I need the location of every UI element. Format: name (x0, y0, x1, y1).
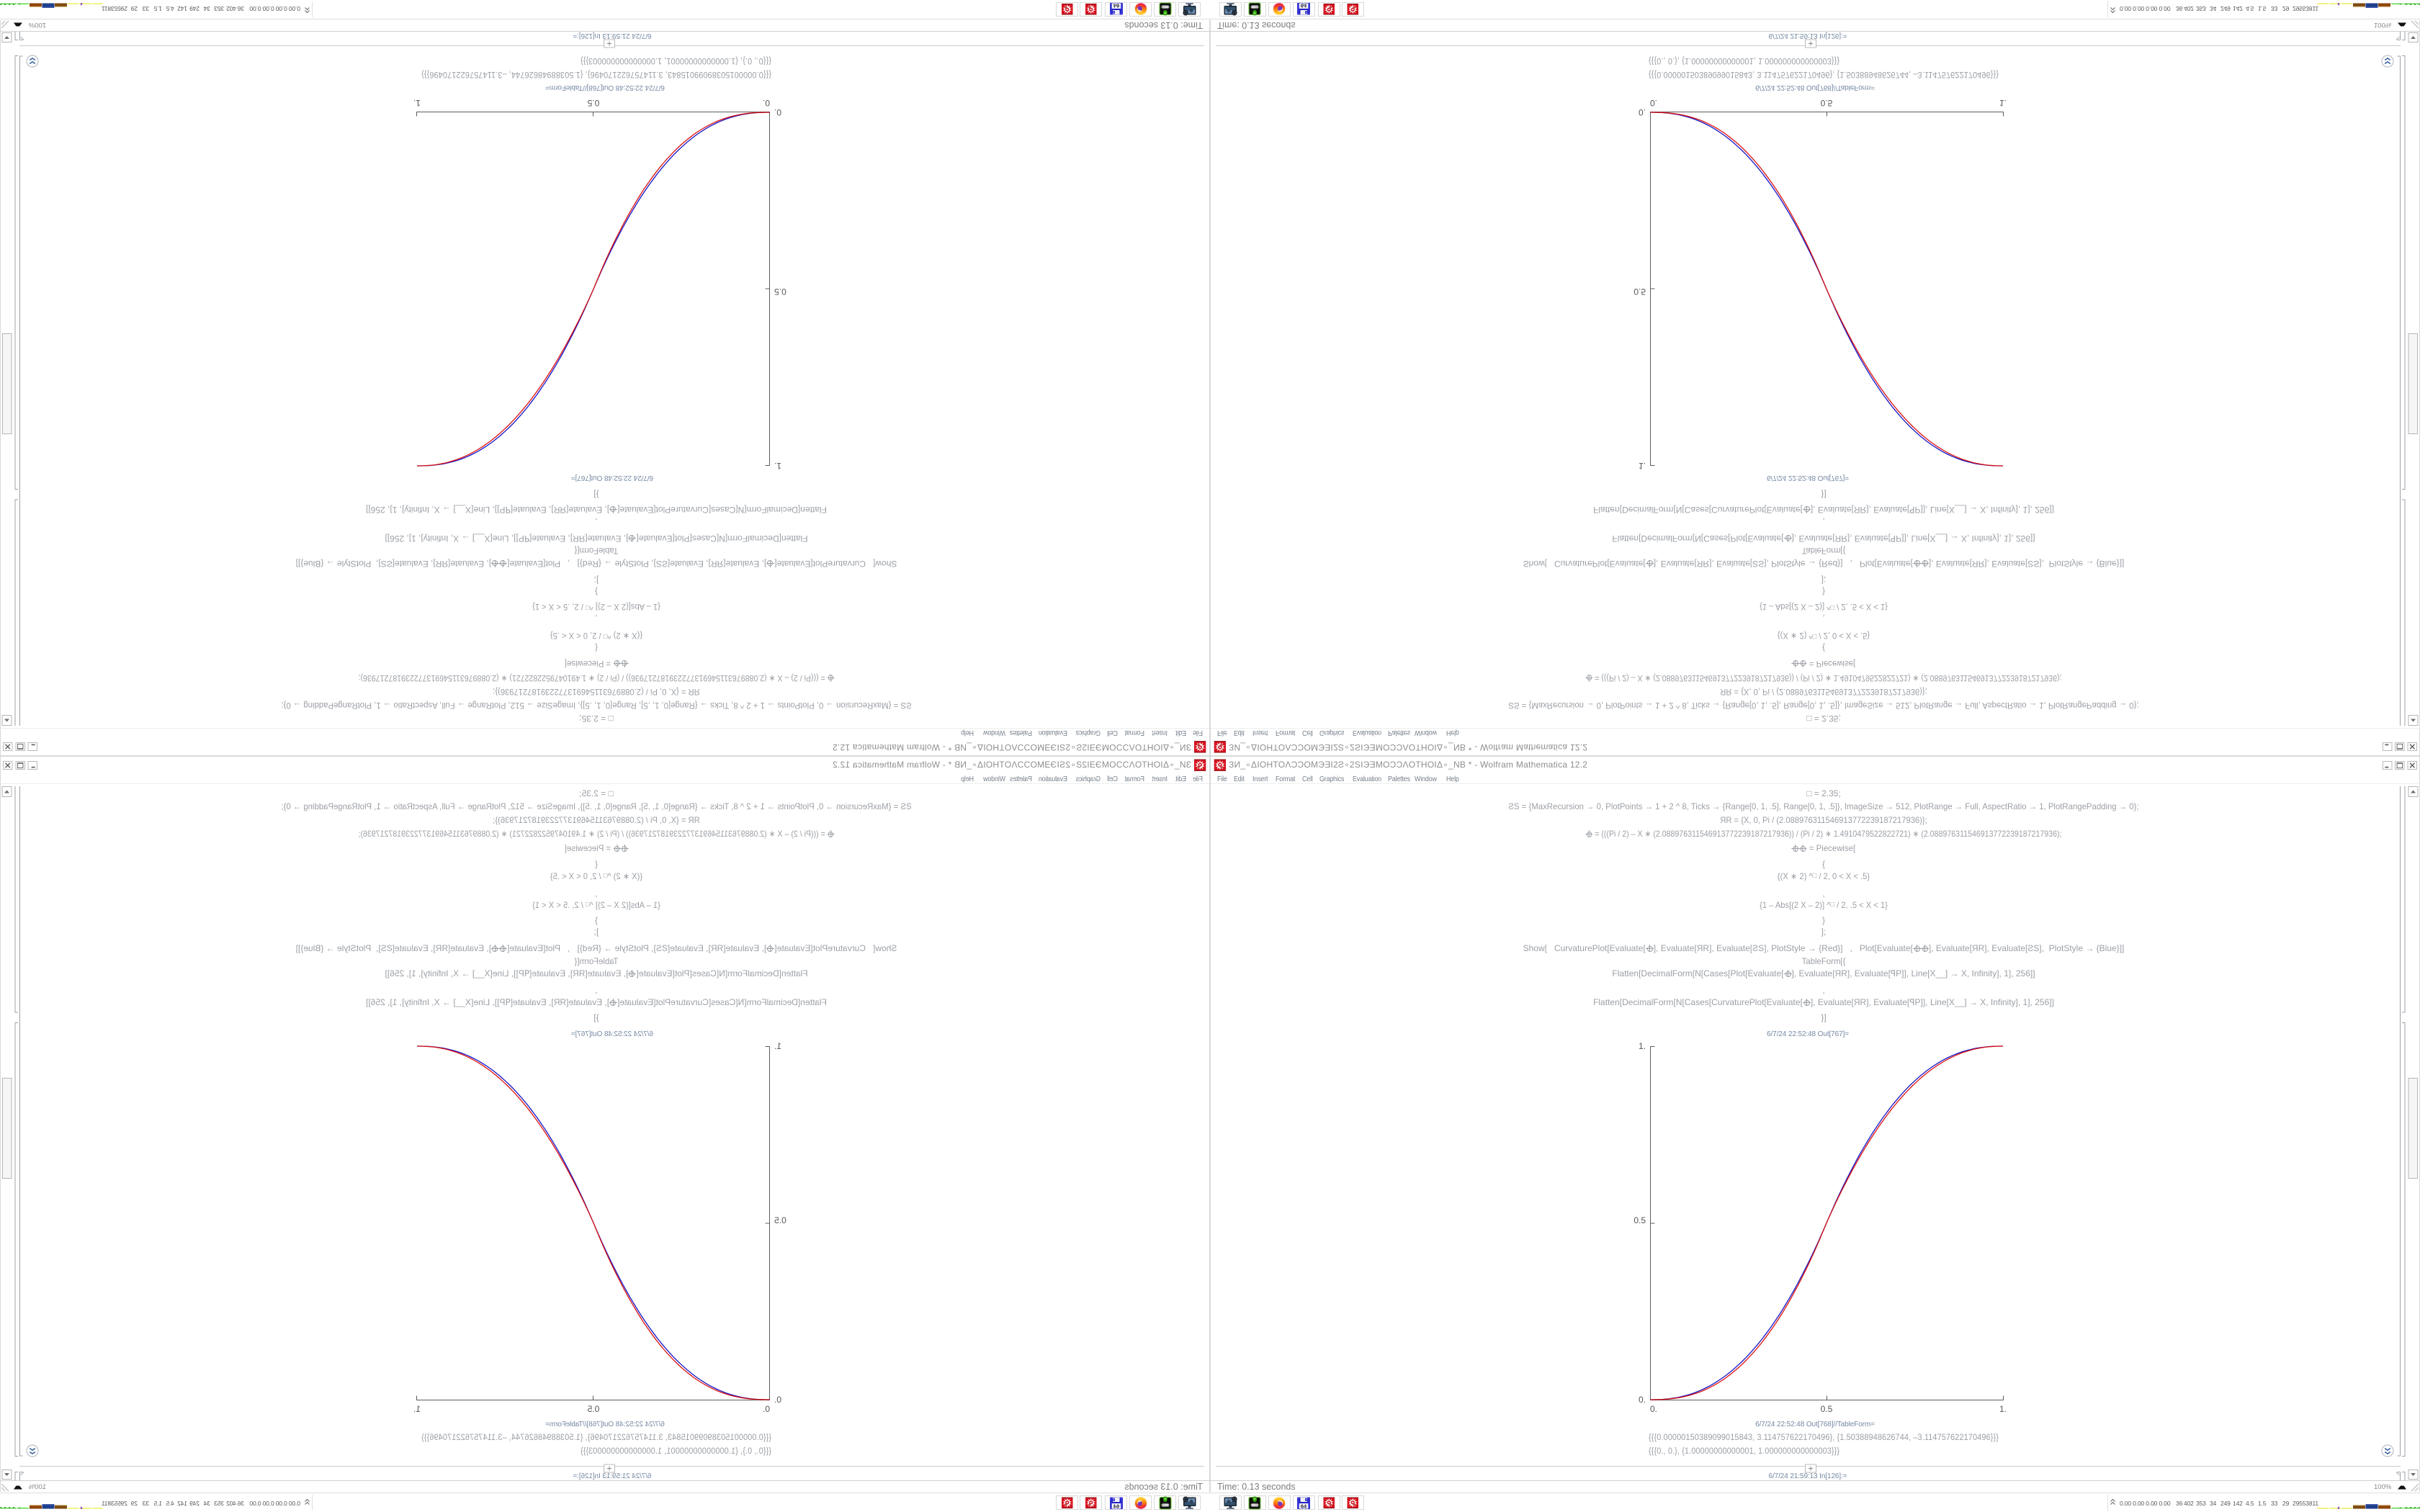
svg-text:64: 64 (1113, 1503, 1119, 1510)
svg-text:64: 64 (1301, 1503, 1307, 1510)
svg-text:64: 64 (1301, 2, 1307, 9)
svg-text:64: 64 (1113, 2, 1119, 9)
